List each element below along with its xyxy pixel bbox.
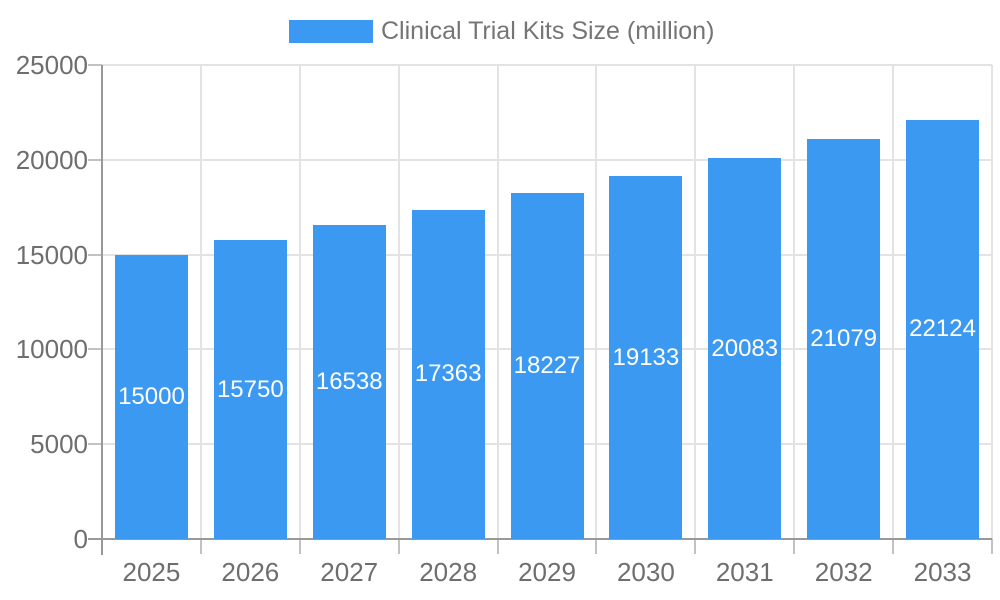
x-axis-tick: [793, 539, 796, 554]
gridline-vertical: [397, 65, 400, 539]
x-axis-tick: [496, 539, 499, 554]
x-axis-line: [88, 538, 992, 540]
x-axis-tick: [397, 539, 400, 554]
gridline-vertical: [496, 65, 499, 539]
bar-2026[interactable]: 15750: [213, 240, 287, 539]
legend-label: Clinical Trial Kits Size (million): [381, 17, 715, 45]
x-axis-tick-label: 2032: [814, 557, 873, 587]
x-axis-tick-label: 2033: [913, 557, 972, 587]
x-axis-tick: [298, 539, 301, 554]
bar-2029[interactable]: 18227: [510, 193, 584, 539]
gridline-vertical: [298, 65, 301, 539]
x-axis-tick-label: 2031: [715, 557, 774, 587]
y-axis-tick: [88, 253, 102, 256]
y-axis-tick-label: 0: [73, 524, 88, 554]
x-axis-tick-label: 2030: [616, 557, 675, 587]
bar-2027[interactable]: 16538: [312, 225, 386, 539]
y-axis-tick: [88, 64, 102, 66]
bar-2032[interactable]: 21079: [807, 139, 881, 539]
bar-value-label: 20083: [711, 334, 779, 362]
gridline-vertical: [694, 65, 697, 539]
y-axis-tick-label: 10000: [15, 334, 88, 365]
bar-value-label: 19133: [612, 343, 680, 371]
y-axis-tick: [88, 348, 102, 351]
x-axis-tick-label: 2029: [518, 557, 576, 587]
x-axis-tick-label: 2028: [419, 557, 478, 587]
chart-legend[interactable]: Clinical Trial Kits Size (million): [289, 17, 714, 45]
y-axis-tick: [88, 443, 102, 446]
x-axis-tick: [694, 539, 697, 554]
bar-value-label: 21079: [810, 325, 878, 353]
gridline-vertical: [991, 65, 993, 539]
gridline-vertical: [892, 65, 895, 539]
x-axis-tick: [892, 539, 895, 554]
bar-value-label: 15750: [216, 375, 284, 403]
bar-value-label: 15000: [118, 382, 185, 410]
y-axis-tick-label: 25000: [15, 50, 88, 80]
bar-2030[interactable]: 19133: [609, 176, 683, 539]
y-axis-tick: [88, 158, 102, 161]
x-axis-tick-label: 2026: [221, 557, 280, 587]
x-axis-tick-label: 2025: [122, 557, 181, 587]
y-axis-line: [101, 65, 103, 555]
y-axis-tick-label: 20000: [15, 144, 88, 175]
x-axis-tick-label: 2027: [320, 557, 379, 587]
gridline-horizontal: [102, 158, 992, 161]
gridline-horizontal: [102, 64, 992, 66]
gridline-vertical: [793, 65, 796, 539]
x-axis-tick: [991, 539, 993, 554]
bar-value-label: 16538: [315, 368, 383, 396]
x-axis-tick: [595, 539, 598, 554]
bar-value-label: 17363: [414, 360, 482, 388]
bar-value-label: 22124: [909, 315, 976, 343]
bar-2025[interactable]: 15000: [114, 254, 188, 539]
bar-2031[interactable]: 20083: [708, 158, 782, 539]
gridline-vertical: [199, 65, 202, 539]
bar-2033[interactable]: 22124: [906, 119, 980, 539]
gridline-vertical: [595, 65, 598, 539]
bar-value-label: 18227: [513, 352, 581, 380]
bar-2028[interactable]: 17363: [411, 209, 485, 539]
y-axis-tick-label: 15000: [15, 239, 88, 270]
x-axis-tick: [199, 539, 202, 554]
legend-swatch-icon: [289, 19, 373, 43]
y-axis-tick-label: 5000: [30, 429, 88, 460]
